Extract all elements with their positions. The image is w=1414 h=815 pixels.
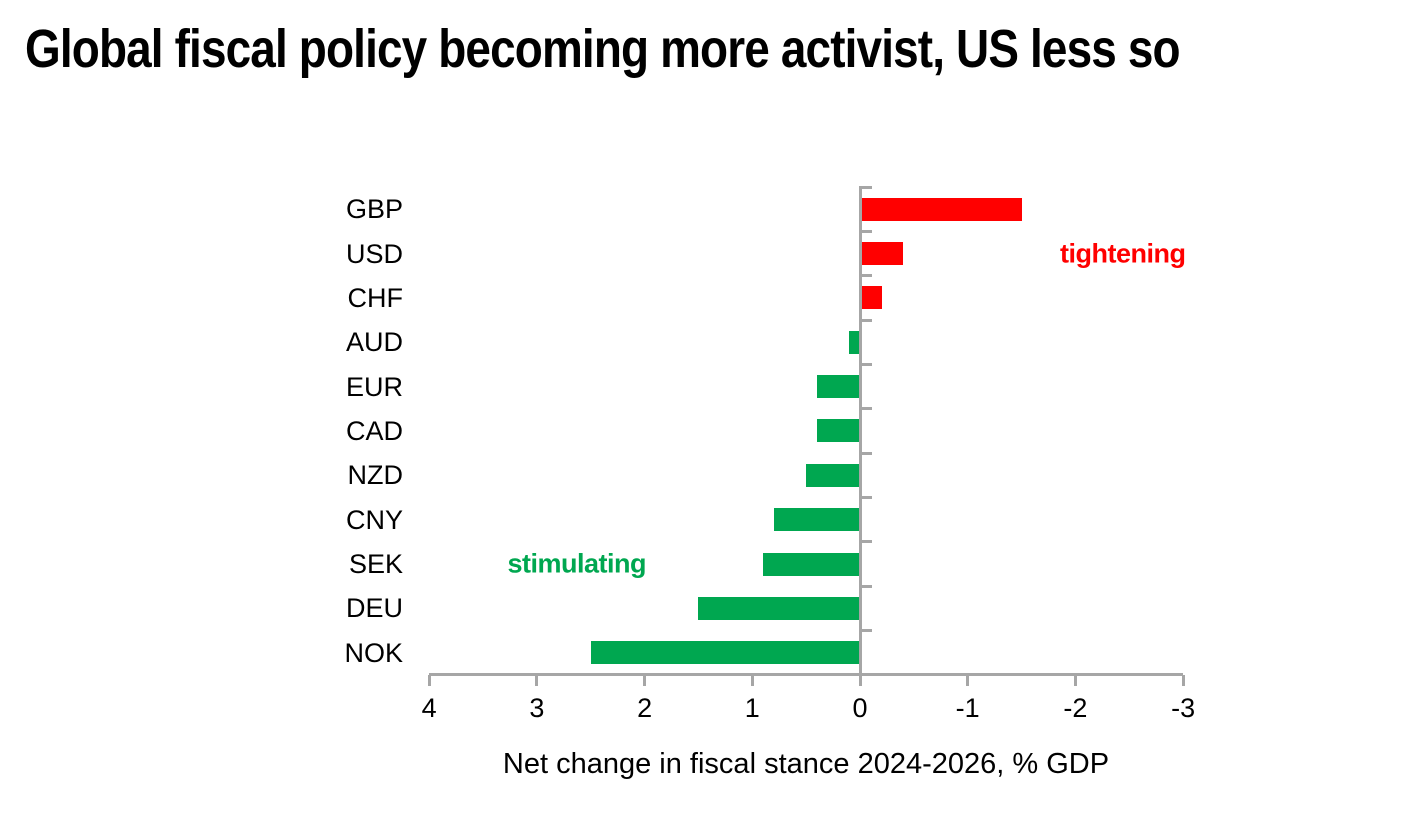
- category-axis-tick: [860, 629, 872, 633]
- category-axis-line: [858, 186, 862, 676]
- category-axis-tick: [860, 407, 872, 411]
- category-axis-tick: [860, 229, 872, 233]
- value-axis-tick: [858, 674, 862, 686]
- bar-nok: [590, 641, 860, 665]
- bar-usd: [860, 242, 904, 266]
- category-label-sek: SEK: [348, 549, 403, 580]
- value-axis-tick: [643, 674, 647, 686]
- bar-sek: [763, 552, 860, 576]
- value-axis-tick-label: 4: [421, 692, 437, 723]
- annotation-stimulating: stimulating: [507, 548, 646, 579]
- bar-eur: [816, 375, 860, 399]
- category-label-cny: CNY: [345, 504, 403, 535]
- value-axis-tick-label: -1: [955, 692, 980, 723]
- x-axis-title: Net change in fiscal stance 2024-2026, %…: [502, 748, 1110, 780]
- value-axis-tick-label: 2: [637, 692, 653, 723]
- value-axis-tick: [1181, 674, 1185, 686]
- category-label-gbp: GBP: [345, 194, 403, 225]
- category-axis-tick: [860, 185, 872, 189]
- category-axis-tick: [860, 274, 872, 278]
- category-label-usd: USD: [345, 238, 403, 269]
- category-axis-tick: [860, 496, 872, 500]
- bar-deu: [698, 596, 860, 620]
- value-axis-tick-label: 3: [529, 692, 545, 723]
- value-axis-tick-label: -2: [1063, 692, 1088, 723]
- value-axis-tick: [750, 674, 754, 686]
- category-axis-tick: [860, 540, 872, 544]
- value-axis-tick-label: 0: [852, 692, 868, 723]
- annotation-tightening: tightening: [1060, 238, 1186, 269]
- category-axis-tick: [860, 584, 872, 588]
- bar-cny: [773, 508, 860, 532]
- bar-gbp: [860, 197, 1022, 221]
- value-axis-tick: [1073, 674, 1077, 686]
- bar-cad: [816, 419, 860, 443]
- category-label-deu: DEU: [345, 593, 403, 624]
- value-axis-tick: [966, 674, 970, 686]
- category-label-aud: AUD: [345, 327, 403, 358]
- category-axis-tick: [860, 318, 872, 322]
- category-label-nok: NOK: [344, 637, 403, 668]
- value-axis-tick: [535, 674, 539, 686]
- category-label-cad: CAD: [345, 415, 403, 446]
- value-axis-tick-label: 1: [744, 692, 760, 723]
- bar-chf: [860, 286, 882, 310]
- category-label-chf: CHF: [347, 282, 404, 313]
- category-label-eur: EUR: [345, 371, 403, 402]
- category-axis-tick: [860, 362, 872, 366]
- category-label-nzd: NZD: [347, 460, 404, 491]
- bar-aud: [849, 330, 860, 354]
- value-axis-tick: [427, 674, 431, 686]
- value-axis-tick-label: -3: [1171, 692, 1196, 723]
- category-axis-tick: [860, 451, 872, 455]
- bar-nzd: [806, 463, 860, 487]
- chart-title: Global fiscal policy becoming more activ…: [25, 19, 1181, 79]
- value-axis-line: [429, 673, 1184, 677]
